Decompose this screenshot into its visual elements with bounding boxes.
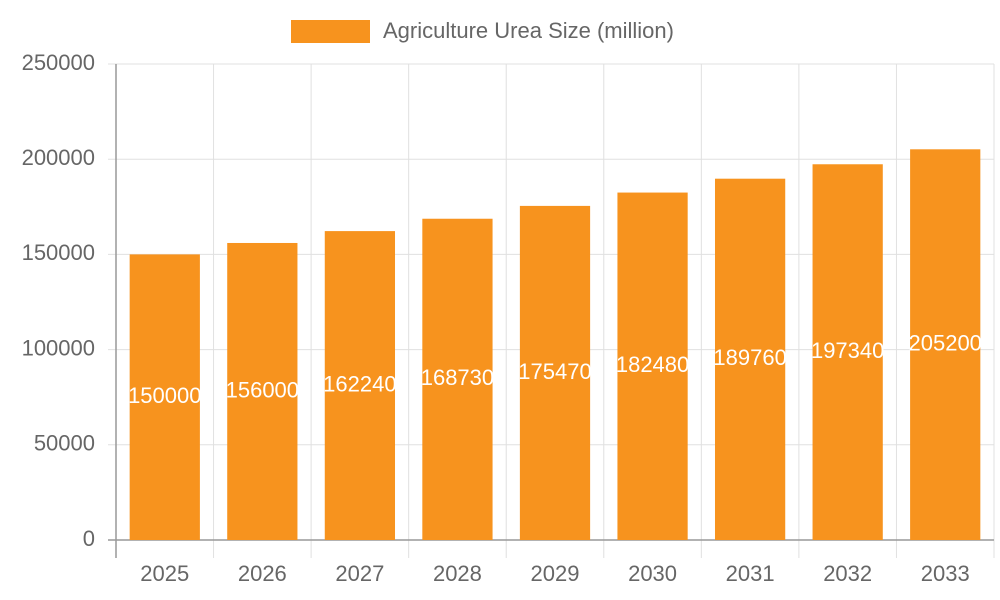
y-tick-label: 150000	[22, 240, 95, 265]
bar	[227, 242, 298, 540]
bar	[812, 164, 883, 540]
data-label: 156000	[226, 377, 299, 402]
x-tick-label: 2033	[921, 561, 970, 586]
data-label: 182480	[616, 352, 689, 377]
y-tick-label: 50000	[34, 431, 95, 456]
x-tick-label: 2029	[531, 561, 580, 586]
y-tick-label: 100000	[22, 335, 95, 360]
x-tick-label: 2032	[823, 561, 872, 586]
x-tick-label: 2027	[335, 561, 384, 586]
bar	[714, 178, 786, 540]
data-label: 197340	[811, 338, 884, 363]
data-label: 162240	[323, 371, 396, 396]
x-tick-label: 2031	[726, 561, 775, 586]
legend-swatch	[291, 20, 370, 43]
data-label: 168730	[421, 365, 494, 390]
bar	[129, 254, 200, 540]
data-label: 189760	[713, 345, 786, 370]
y-tick-label: 0	[83, 526, 95, 551]
data-label: 175470	[518, 359, 591, 384]
data-label: 150000	[128, 383, 201, 408]
bar	[519, 205, 591, 540]
data-label: 205200	[909, 330, 982, 355]
bar	[910, 149, 981, 540]
bar	[422, 218, 493, 540]
x-tick-label: 2030	[628, 561, 677, 586]
y-tick-label: 250000	[22, 50, 95, 75]
legend-label: Agriculture Urea Size (million)	[383, 18, 674, 43]
bar	[617, 192, 688, 540]
bar	[324, 231, 396, 541]
x-tick-label: 2025	[140, 561, 189, 586]
x-tick-label: 2026	[238, 561, 287, 586]
x-tick-label: 2028	[433, 561, 482, 586]
y-tick-label: 200000	[22, 145, 95, 170]
